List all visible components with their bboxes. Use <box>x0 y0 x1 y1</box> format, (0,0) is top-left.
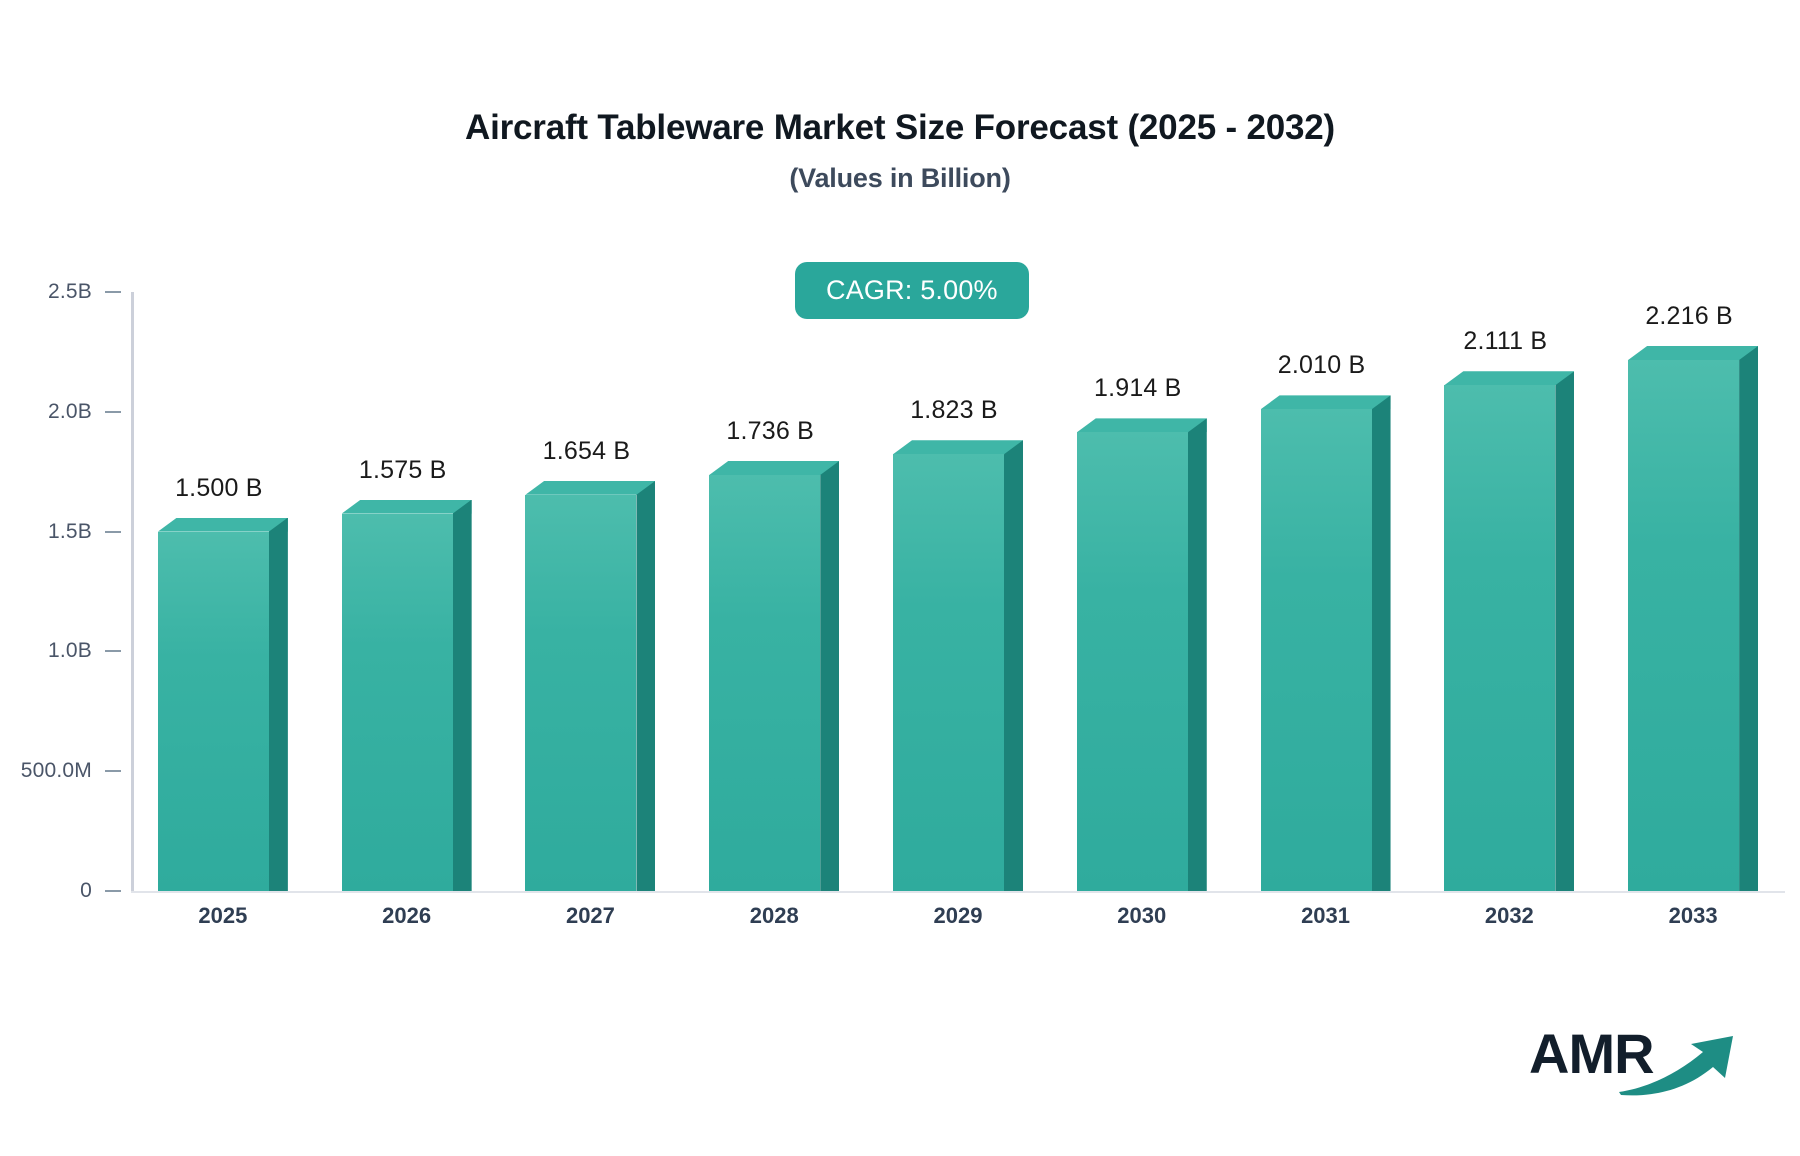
bar-side-face <box>1187 418 1207 891</box>
bar-top-face <box>1260 395 1391 410</box>
logo-text: AMR <box>1529 1022 1655 1085</box>
y-tick-label: 2.5B <box>48 280 92 303</box>
bar-value-label: 1.654 B <box>542 436 631 465</box>
bar-front-face <box>1260 409 1372 891</box>
y-tick-label: 2.0B <box>48 399 92 423</box>
bar-value-label: 1.736 B <box>726 417 815 446</box>
bar-front-face <box>157 531 269 891</box>
bar-value-label: 1.823 B <box>910 396 998 425</box>
x-tick-label: 2027 <box>565 903 615 928</box>
bar-side-face <box>268 517 288 891</box>
bar[interactable] <box>1444 371 1575 891</box>
growth-arrow-icon <box>1619 1036 1733 1096</box>
bar-value-label: 1.914 B <box>1093 374 1182 403</box>
bar-front-face <box>525 494 637 891</box>
bar-top-face <box>893 440 1023 455</box>
x-tick-label: 2026 <box>382 903 432 928</box>
bar-value-label: 2.216 B <box>1645 302 1733 331</box>
y-tick-label: 1.5B <box>48 519 92 543</box>
bar[interactable] <box>1260 395 1391 891</box>
bar[interactable] <box>893 440 1023 891</box>
bar-top-face <box>341 499 472 514</box>
bar[interactable] <box>157 517 288 891</box>
x-tick-label: 2025 <box>198 903 248 928</box>
bar[interactable] <box>1076 418 1207 891</box>
x-tick-label: 2032 <box>1484 903 1534 928</box>
y-tick-label: 1.0B <box>48 639 92 663</box>
y-tick-mark <box>105 410 121 413</box>
bar-value-label: 2.111 B <box>1463 327 1548 356</box>
y-axis-line <box>131 292 134 893</box>
bar-top-face <box>709 461 840 476</box>
bar-top-face <box>157 517 288 532</box>
chart-title: Aircraft Tableware Market Size Forecast … <box>465 108 1335 147</box>
bar[interactable] <box>341 499 472 891</box>
x-tick-label: 2030 <box>1117 903 1167 928</box>
bar-side-face <box>1739 346 1759 891</box>
bar-side-face <box>1371 395 1391 891</box>
bar-top-face <box>525 480 656 495</box>
x-tick-label: 2031 <box>1301 903 1351 928</box>
bar-value-label: 1.500 B <box>175 473 263 502</box>
bar-front-face <box>1628 360 1740 891</box>
y-tick-mark <box>105 650 121 653</box>
bar-front-face <box>893 454 1004 891</box>
cagr-badge: CAGR: 5.00% <box>795 262 1029 319</box>
x-axis-line <box>131 891 1785 893</box>
bar-front-face <box>341 513 453 891</box>
y-tick-label: 500.0M <box>20 759 92 783</box>
bar-side-face <box>636 480 656 891</box>
x-tick-label: 2033 <box>1668 903 1718 928</box>
amr-logo: AMR <box>1529 1022 1744 1102</box>
x-tick-label: 2028 <box>749 903 799 928</box>
y-tick-label: 0 <box>80 879 92 902</box>
title-block: Aircraft Tableware Market Size Forecast … <box>0 108 1800 194</box>
bar-top-face <box>1628 346 1759 361</box>
bar-top-face <box>1076 418 1207 433</box>
bar-front-face <box>1076 432 1188 891</box>
x-tick-label: 2029 <box>933 903 983 928</box>
bar[interactable] <box>525 480 656 891</box>
y-tick-mark <box>105 770 121 773</box>
bar-value-label: 2.010 B <box>1277 351 1366 380</box>
bar-value-label: 1.575 B <box>358 455 447 484</box>
chart-subtitle: (Values in Billion) <box>789 163 1011 194</box>
y-tick-mark <box>105 530 121 533</box>
bar-front-face <box>1444 385 1556 891</box>
bar-side-face <box>820 461 840 891</box>
bar[interactable] <box>1628 346 1759 891</box>
bar-top-face <box>1444 371 1575 386</box>
bar[interactable] <box>709 461 840 891</box>
bar-front-face <box>709 475 821 891</box>
y-tick-mark <box>105 291 121 293</box>
bar-side-face <box>452 499 472 891</box>
bar-side-face <box>1555 371 1575 891</box>
bar-side-face <box>1004 440 1023 891</box>
cagr-badge-label: CAGR: 5.00% <box>826 275 998 305</box>
y-tick-mark <box>105 890 121 892</box>
